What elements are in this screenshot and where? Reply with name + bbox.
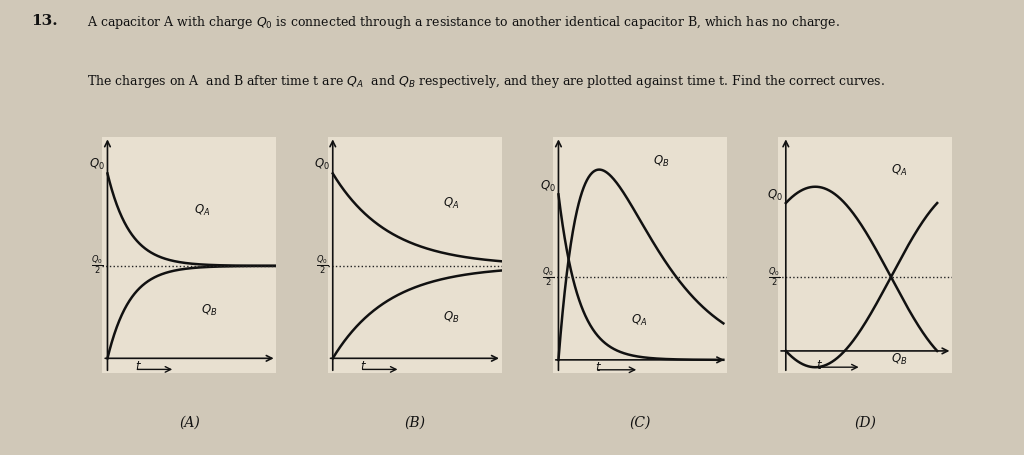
Text: $Q_A$: $Q_A$ bbox=[891, 162, 907, 177]
Text: $Q_B$: $Q_B$ bbox=[442, 310, 459, 325]
Text: $Q_A$: $Q_A$ bbox=[194, 203, 210, 218]
Text: (B): (B) bbox=[404, 416, 425, 430]
Text: A capacitor A with charge $Q_0$ is connected through a resistance to another ide: A capacitor A with charge $Q_0$ is conne… bbox=[87, 14, 840, 30]
Text: $Q_B$: $Q_B$ bbox=[201, 303, 217, 318]
Text: $t$: $t$ bbox=[134, 360, 141, 373]
Text: $\frac{Q_0}{2}$: $\frac{Q_0}{2}$ bbox=[542, 266, 554, 289]
Text: $t$: $t$ bbox=[595, 361, 602, 374]
Text: $Q_0$: $Q_0$ bbox=[767, 188, 782, 203]
Text: The charges on A  and B after time t are $Q_A$  and $Q_B$ respectively, and they: The charges on A and B after time t are … bbox=[87, 73, 885, 90]
Text: $\frac{Q_0}{2}$: $\frac{Q_0}{2}$ bbox=[316, 254, 329, 278]
Text: $Q_A$: $Q_A$ bbox=[631, 313, 647, 328]
Text: $Q_0$: $Q_0$ bbox=[89, 157, 104, 172]
Text: $t$: $t$ bbox=[359, 360, 367, 373]
Text: $Q_B$: $Q_B$ bbox=[891, 352, 907, 367]
Text: $Q_0$: $Q_0$ bbox=[540, 178, 556, 194]
Text: (C): (C) bbox=[630, 416, 650, 430]
Text: (D): (D) bbox=[854, 416, 877, 430]
Text: $t$: $t$ bbox=[816, 359, 823, 372]
Text: $\frac{Q_0}{2}$: $\frac{Q_0}{2}$ bbox=[768, 265, 780, 288]
Text: $\frac{Q_0}{2}$: $\frac{Q_0}{2}$ bbox=[91, 254, 103, 278]
Text: $Q_A$: $Q_A$ bbox=[443, 196, 459, 211]
Text: (A): (A) bbox=[179, 416, 200, 430]
Text: 13.: 13. bbox=[31, 14, 57, 28]
Text: $Q_B$: $Q_B$ bbox=[653, 154, 670, 169]
Text: $Q_0$: $Q_0$ bbox=[314, 157, 330, 172]
